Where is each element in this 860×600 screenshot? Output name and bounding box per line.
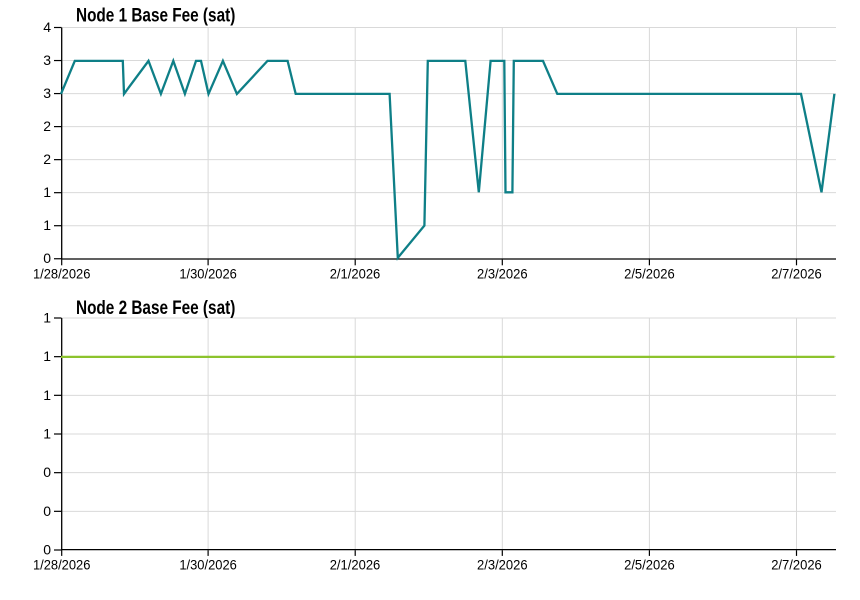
svg-text:2/5/2026: 2/5/2026 xyxy=(624,556,675,572)
svg-text:Node 2 Base Fee (sat): Node 2 Base Fee (sat) xyxy=(76,297,235,319)
svg-text:1/28/2026: 1/28/2026 xyxy=(33,556,91,572)
svg-text:0: 0 xyxy=(43,541,51,557)
svg-text:1: 1 xyxy=(43,387,51,403)
svg-text:0: 0 xyxy=(43,464,51,480)
svg-text:1/30/2026: 1/30/2026 xyxy=(179,556,237,572)
svg-text:1/28/2026: 1/28/2026 xyxy=(33,266,91,282)
svg-text:2/7/2026: 2/7/2026 xyxy=(771,266,822,282)
svg-text:0: 0 xyxy=(43,250,51,266)
svg-text:2/5/2026: 2/5/2026 xyxy=(624,266,675,282)
svg-text:0: 0 xyxy=(43,503,51,519)
svg-text:1: 1 xyxy=(43,184,51,200)
svg-text:2/3/2026: 2/3/2026 xyxy=(477,556,528,572)
svg-text:4: 4 xyxy=(43,19,51,35)
svg-text:2/3/2026: 2/3/2026 xyxy=(477,266,528,282)
svg-text:1: 1 xyxy=(43,309,51,325)
svg-text:2/7/2026: 2/7/2026 xyxy=(771,556,822,572)
svg-text:1: 1 xyxy=(43,425,51,441)
svg-text:3: 3 xyxy=(43,85,51,101)
svg-text:2: 2 xyxy=(43,118,51,134)
svg-text:2/1/2026: 2/1/2026 xyxy=(330,266,381,282)
svg-text:2: 2 xyxy=(43,151,51,167)
svg-text:3: 3 xyxy=(43,52,51,68)
svg-text:1: 1 xyxy=(43,217,51,233)
svg-text:1: 1 xyxy=(43,348,51,364)
svg-text:2/1/2026: 2/1/2026 xyxy=(330,556,381,572)
svg-text:Node 1 Base Fee (sat): Node 1 Base Fee (sat) xyxy=(76,5,235,27)
svg-text:1/30/2026: 1/30/2026 xyxy=(179,266,237,282)
